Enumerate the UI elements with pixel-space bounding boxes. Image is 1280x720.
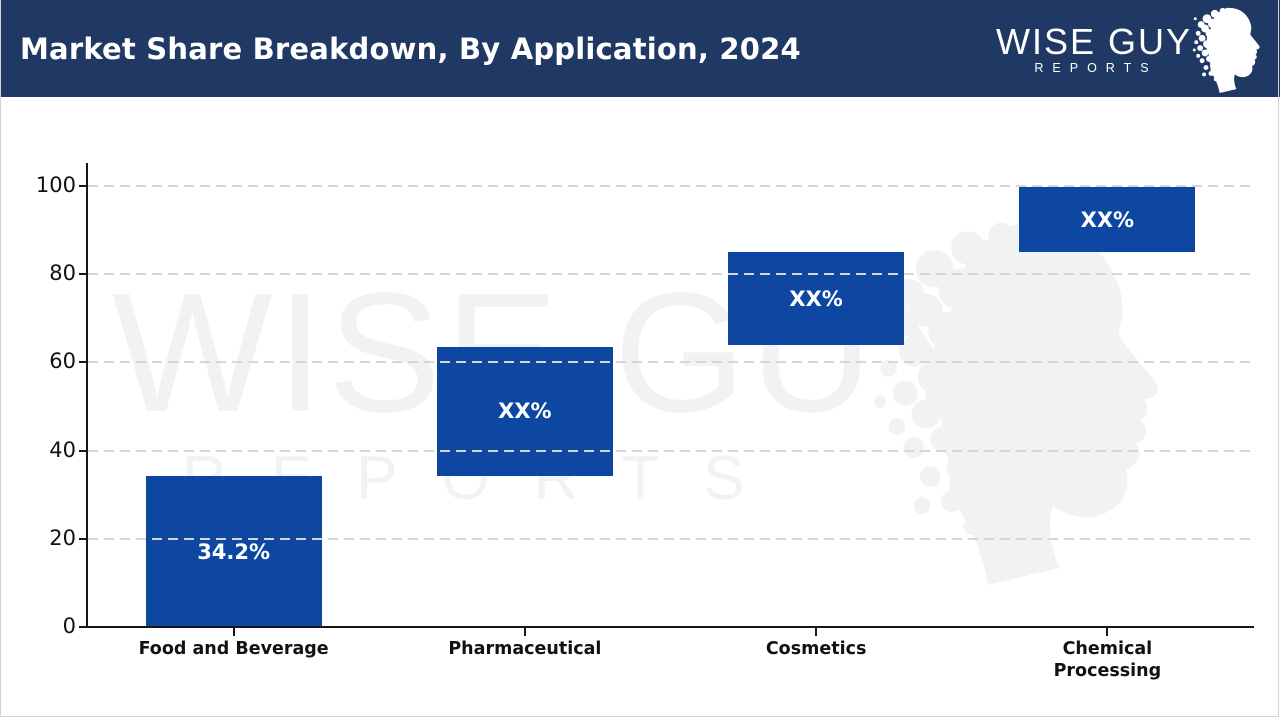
x-axis-tick xyxy=(232,628,235,636)
wiseguy-logo: WISE GUY REPORTS xyxy=(996,4,1270,94)
y-tick-label: 60 xyxy=(49,349,76,374)
chart-area: WISE GUY REPORTS 0 20 40 60 80 100 Food and Be… xyxy=(0,97,1280,720)
y-tick-label: 100 xyxy=(35,173,76,197)
y-tick-label: 40 xyxy=(49,437,76,462)
bar xyxy=(728,252,905,346)
bar-value-label: 34.2% xyxy=(197,539,271,564)
logo-subtitle: REPORTS xyxy=(1034,61,1158,76)
watermark-head-icon xyxy=(874,222,1159,585)
y-axis-tick xyxy=(79,361,88,364)
y-tick-label: 80 xyxy=(49,261,76,286)
bar-value-label: XX% xyxy=(789,286,843,311)
y-axis-tick xyxy=(79,273,88,276)
y-axis-line xyxy=(86,163,88,627)
x-axis-tick xyxy=(523,628,526,636)
x-axis-line xyxy=(79,626,1254,628)
bar xyxy=(436,346,613,477)
y-axis-tick xyxy=(79,449,88,452)
bar-value-label: XX% xyxy=(498,399,552,424)
gridline xyxy=(88,273,1253,276)
gridline xyxy=(88,361,1253,364)
logo-text: WISE GUY REPORTS xyxy=(995,20,1192,76)
chart-title: Market Share Breakdown, By Application, … xyxy=(20,31,801,66)
category-label: Chemical Processing xyxy=(1053,639,1162,681)
category-label: Food and Beverage xyxy=(138,639,329,659)
gridline xyxy=(88,185,1253,187)
wiseguy-head-icon xyxy=(1192,7,1260,93)
y-axis-tick xyxy=(79,185,88,187)
y-tick-label: 20 xyxy=(49,525,76,550)
category-label: Cosmetics xyxy=(765,639,867,659)
y-axis-tick xyxy=(79,626,88,628)
bar xyxy=(145,476,322,627)
bar xyxy=(1019,186,1196,253)
x-axis-tick xyxy=(815,628,818,636)
x-axis-tick xyxy=(1106,628,1109,636)
logo-wordmark: WISE GUY xyxy=(995,20,1192,62)
gridline xyxy=(88,537,1253,540)
y-tick-label: 0 xyxy=(62,614,76,638)
category-label: Pharmaceutical xyxy=(448,639,602,659)
gridline xyxy=(88,449,1253,452)
bar-value-label: XX% xyxy=(1080,207,1135,232)
y-axis-tick xyxy=(79,537,88,540)
header-bar: Market Share Breakdown, By Application, … xyxy=(0,0,1280,97)
